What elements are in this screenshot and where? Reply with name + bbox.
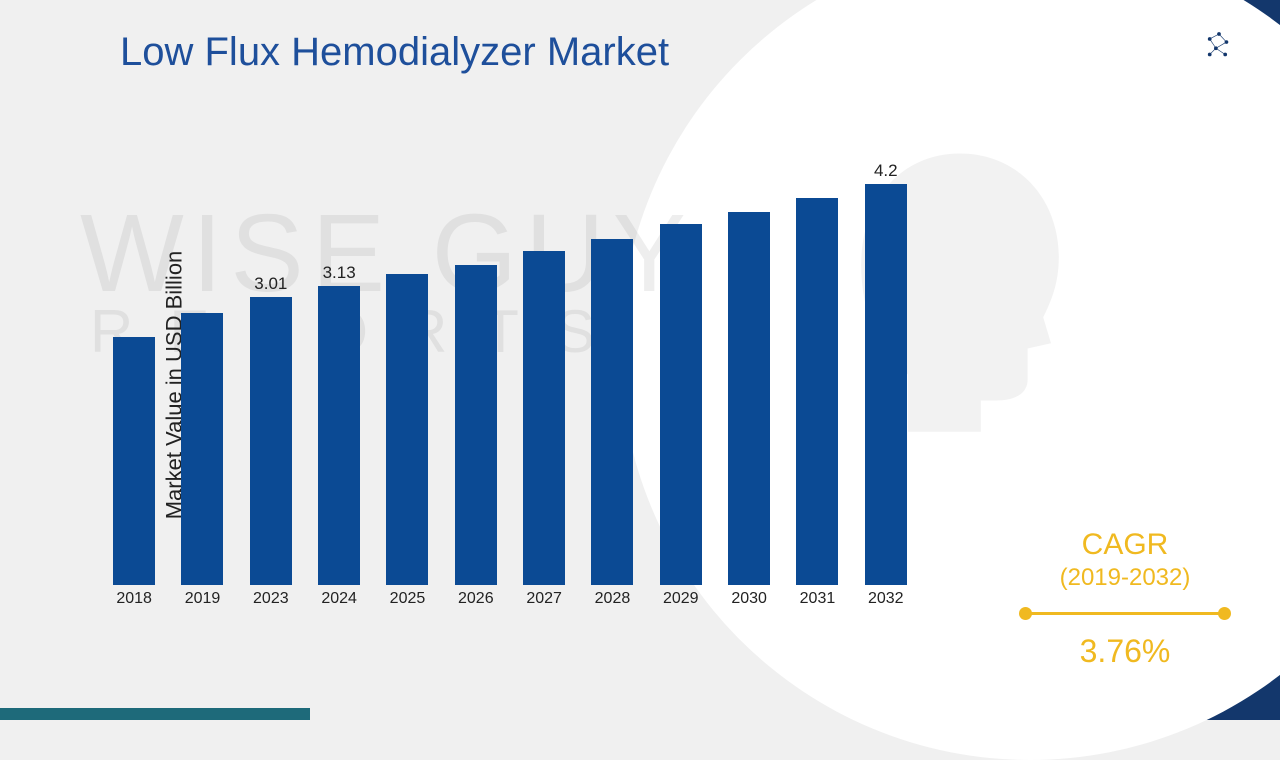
- cagr-dot-left: [1019, 607, 1032, 620]
- logo-head-icon: [1188, 20, 1250, 97]
- bar-group: [446, 242, 506, 585]
- logo-main-text: WISE GUY: [986, 31, 1180, 70]
- bar-group: [104, 314, 164, 585]
- bar: [250, 297, 292, 585]
- bar-group: [172, 290, 232, 585]
- x-axis-label: 2030: [719, 590, 779, 608]
- bar: [865, 184, 907, 585]
- bar-group: 3.01: [241, 274, 301, 585]
- bar: [113, 337, 155, 585]
- x-axis-label: 2024: [309, 590, 369, 608]
- cagr-value: 3.76%: [1000, 633, 1250, 670]
- bar: [523, 251, 565, 585]
- bar: [318, 286, 360, 585]
- bar: [796, 198, 838, 585]
- bar-group: [582, 216, 642, 585]
- bar-group: [651, 201, 711, 585]
- bar-chart: Market Value in USD Billion 3.013.134.2 …: [50, 155, 920, 615]
- bar-group: [787, 175, 847, 585]
- bar-value-label: 3.13: [323, 263, 356, 283]
- bar: [660, 224, 702, 585]
- bar: [728, 212, 770, 585]
- bar-value-label: 3.01: [254, 274, 287, 294]
- bar: [591, 239, 633, 585]
- bar-group: [377, 251, 437, 585]
- x-axis-label: 2031: [787, 590, 847, 608]
- bar-group: [719, 189, 779, 585]
- x-axis-label: 2026: [446, 590, 506, 608]
- cagr-divider: [1025, 612, 1225, 615]
- bar-group: [514, 228, 574, 585]
- x-axis-label: 2027: [514, 590, 574, 608]
- x-axis-label: 2023: [241, 590, 301, 608]
- x-axis-label: 2018: [104, 590, 164, 608]
- chart-title: Low Flux Hemodialyzer Market: [120, 30, 669, 75]
- x-axis-label: 2019: [172, 590, 232, 608]
- bottom-accent-bar: [0, 708, 310, 720]
- bar-group: 4.2: [856, 161, 916, 585]
- bar: [386, 274, 428, 585]
- bar: [181, 313, 223, 585]
- cagr-title: CAGR: [1000, 528, 1250, 562]
- x-axis-label: 2025: [377, 590, 437, 608]
- x-axis-label: 2032: [856, 590, 916, 608]
- bar-value-label: 4.2: [874, 161, 898, 181]
- cagr-dot-right: [1218, 607, 1231, 620]
- plot-area: 3.01 3.13 4.2: [100, 155, 920, 585]
- bar-group: 3.13: [309, 263, 369, 585]
- brand-logo: WISE GUY REPORTS: [986, 20, 1250, 97]
- cagr-box: CAGR (2019-2032) 3.76%: [1000, 528, 1250, 670]
- x-axis-label: 2028: [582, 590, 642, 608]
- cagr-period: (2019-2032): [1000, 564, 1250, 592]
- x-axis-labels: 2018 2019 2023 2024 2025 2026 2027 2028 2029 2030…: [100, 590, 920, 608]
- bar: [455, 265, 497, 585]
- x-axis-label: 2029: [651, 590, 711, 608]
